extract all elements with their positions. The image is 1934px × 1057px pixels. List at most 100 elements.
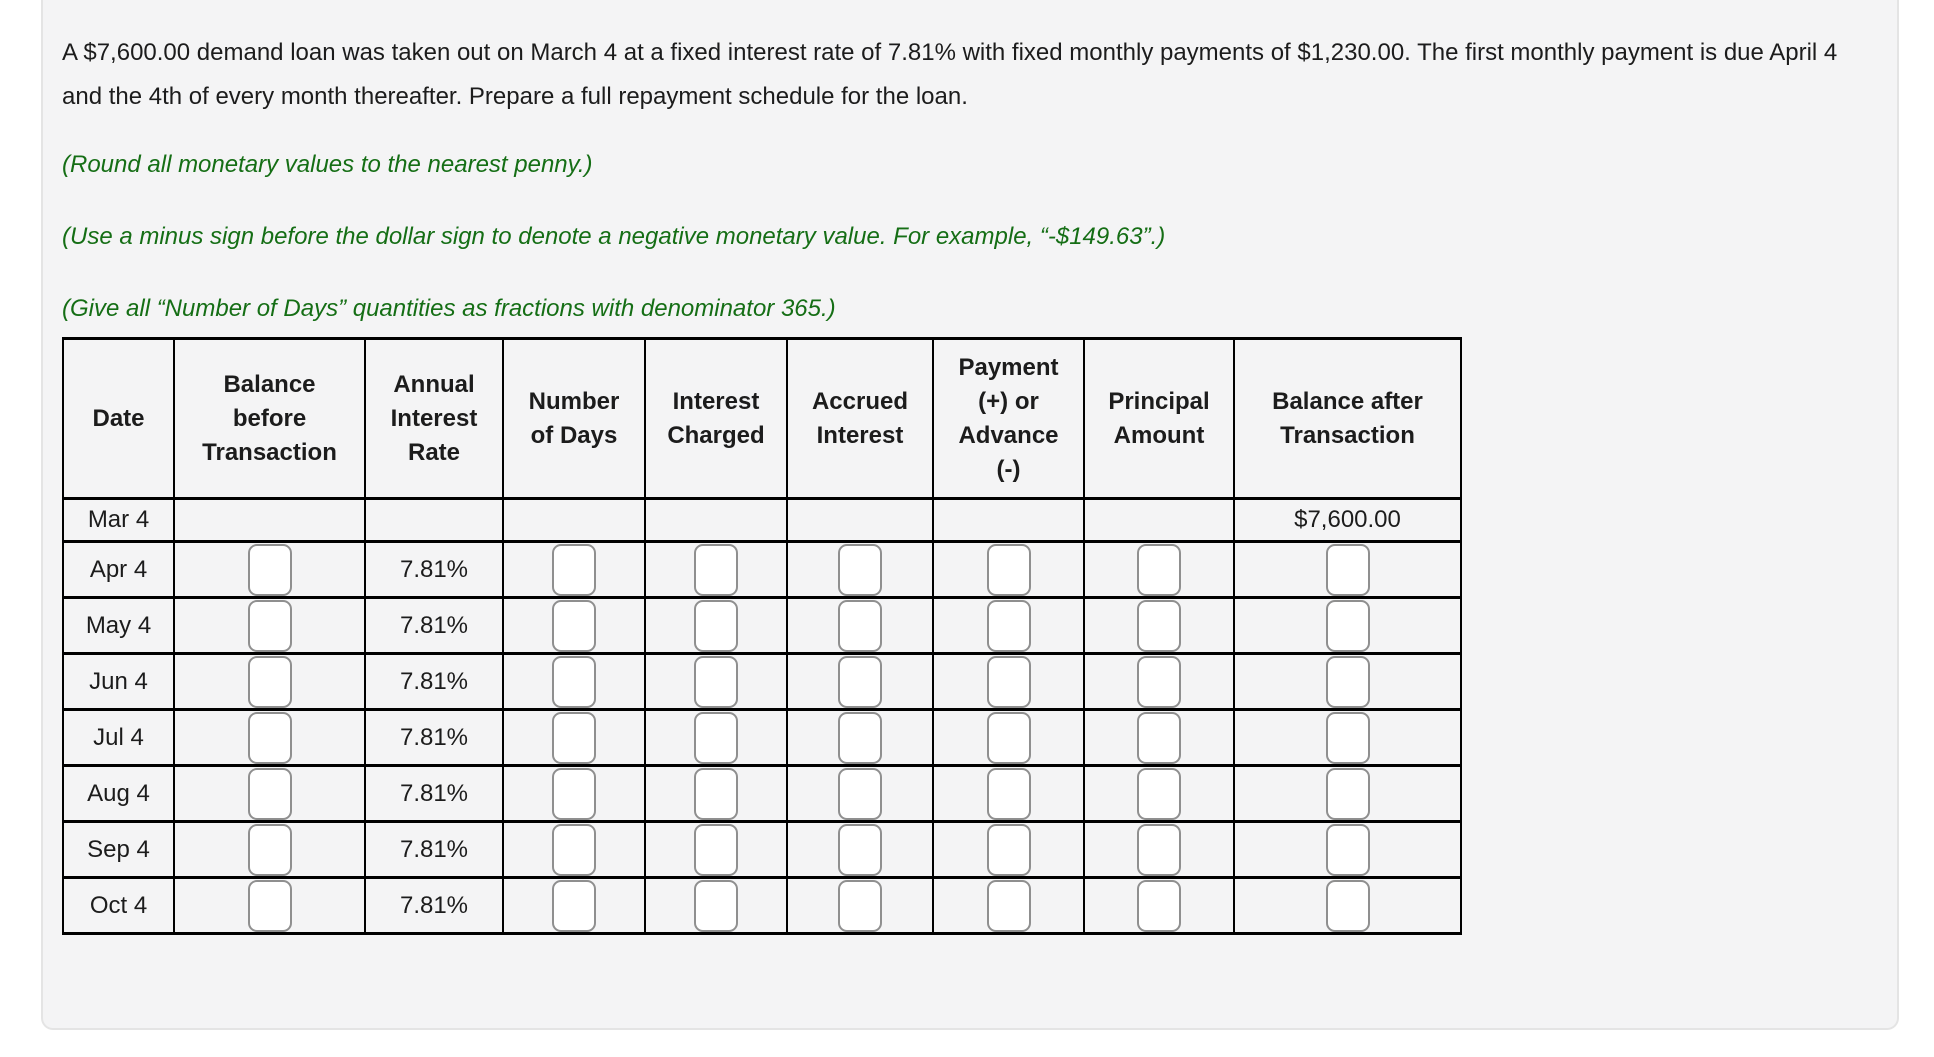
interest-charged-input[interactable] bbox=[694, 823, 738, 876]
number-of-days-input[interactable] bbox=[552, 655, 596, 708]
interest-charged-input[interactable] bbox=[694, 879, 738, 932]
balance-after-input[interactable] bbox=[1325, 823, 1370, 876]
balance-before-cell bbox=[173, 708, 366, 767]
balance-after-cell: $7,600.00 bbox=[1233, 497, 1462, 543]
payment-advance-cell bbox=[932, 652, 1085, 711]
table-row-oct-4: Oct 4 7.81% bbox=[62, 876, 1462, 935]
interest-charged-cell bbox=[644, 876, 788, 935]
balance-before-input[interactable] bbox=[247, 599, 292, 652]
date-cell: Oct 4 bbox=[62, 876, 175, 935]
number-of-days-input[interactable] bbox=[552, 879, 596, 932]
payment-advance-cell bbox=[932, 764, 1085, 823]
principal-amount-input[interactable] bbox=[1137, 711, 1181, 764]
accrued-interest-input[interactable] bbox=[838, 767, 882, 820]
interest-charged-cell bbox=[644, 708, 788, 767]
balance-before-input[interactable] bbox=[247, 543, 292, 596]
payment-advance-input[interactable] bbox=[986, 543, 1031, 596]
accrued-interest-input[interactable] bbox=[838, 823, 882, 876]
balance-before-cell bbox=[173, 764, 366, 823]
interest-charged-input[interactable] bbox=[694, 655, 738, 708]
balance-before-cell bbox=[173, 497, 366, 543]
accrued-interest-input[interactable] bbox=[838, 879, 882, 932]
annual-rate-cell: 7.81% bbox=[364, 820, 504, 879]
principal-amount-cell bbox=[1083, 497, 1235, 543]
balance-before-input[interactable] bbox=[247, 879, 292, 932]
payment-advance-cell bbox=[932, 820, 1085, 879]
annual-rate-cell: 7.81% bbox=[364, 764, 504, 823]
balance-after-input[interactable] bbox=[1325, 767, 1370, 820]
balance-after-input[interactable] bbox=[1325, 655, 1370, 708]
principal-amount-input[interactable] bbox=[1137, 767, 1181, 820]
balance-before-input[interactable] bbox=[247, 655, 292, 708]
number-of-days-cell bbox=[502, 708, 646, 767]
date-cell: Sep 4 bbox=[62, 820, 175, 879]
table-row-may-4: May 4 7.81% bbox=[62, 596, 1462, 655]
balance-after-cell bbox=[1233, 764, 1462, 823]
number-of-days-input[interactable] bbox=[552, 543, 596, 596]
payment-advance-cell bbox=[932, 708, 1085, 767]
payment-advance-input[interactable] bbox=[986, 711, 1031, 764]
balance-before-cell bbox=[173, 876, 366, 935]
accrued-interest-cell bbox=[786, 820, 934, 879]
principal-amount-input[interactable] bbox=[1137, 879, 1181, 932]
table-row-mar-4: Mar 4 $7,600.00 bbox=[62, 497, 1462, 543]
table-row-aug-4: Aug 4 7.81% bbox=[62, 764, 1462, 823]
balance-after-input[interactable] bbox=[1325, 599, 1370, 652]
accrued-interest-input[interactable] bbox=[838, 543, 882, 596]
payment-advance-input[interactable] bbox=[986, 823, 1031, 876]
balance-before-input[interactable] bbox=[247, 711, 292, 764]
interest-charged-input[interactable] bbox=[694, 599, 738, 652]
interest-charged-input[interactable] bbox=[694, 767, 738, 820]
accrued-interest-cell bbox=[786, 652, 934, 711]
number-of-days-cell bbox=[502, 876, 646, 935]
balance-after-input[interactable] bbox=[1325, 879, 1370, 932]
balance-before-cell bbox=[173, 540, 366, 599]
principal-amount-cell bbox=[1083, 540, 1235, 599]
payment-advance-cell bbox=[932, 876, 1085, 935]
number-of-days-input[interactable] bbox=[552, 711, 596, 764]
principal-amount-cell bbox=[1083, 764, 1235, 823]
annual-rate-cell: 7.81% bbox=[364, 540, 504, 599]
interest-charged-cell bbox=[644, 820, 788, 879]
col-header-balance-after: Balance after Transaction bbox=[1233, 337, 1462, 500]
balance-after-cell bbox=[1233, 708, 1462, 767]
payment-advance-input[interactable] bbox=[986, 599, 1031, 652]
number-of-days-cell bbox=[502, 652, 646, 711]
principal-amount-input[interactable] bbox=[1137, 655, 1181, 708]
balance-before-cell bbox=[173, 820, 366, 879]
number-of-days-input[interactable] bbox=[552, 823, 596, 876]
accrued-interest-input[interactable] bbox=[838, 599, 882, 652]
col-header-number-of-days: Number of Days bbox=[502, 337, 646, 500]
payment-advance-input[interactable] bbox=[986, 879, 1031, 932]
number-of-days-input[interactable] bbox=[552, 599, 596, 652]
header-row: Date Balance before Transaction Annual I… bbox=[62, 337, 1462, 500]
principal-amount-input[interactable] bbox=[1137, 599, 1181, 652]
payment-advance-cell bbox=[932, 497, 1085, 543]
principal-amount-input[interactable] bbox=[1137, 823, 1181, 876]
balance-before-input[interactable] bbox=[247, 767, 292, 820]
principal-amount-input[interactable] bbox=[1137, 543, 1181, 596]
annual-rate-cell: 7.81% bbox=[364, 596, 504, 655]
interest-charged-input[interactable] bbox=[694, 543, 738, 596]
accrued-interest-cell bbox=[786, 876, 934, 935]
hint-minus-sign: (Use a minus sign before the dollar sign… bbox=[62, 223, 1166, 250]
accrued-interest-input[interactable] bbox=[838, 711, 882, 764]
payment-advance-input[interactable] bbox=[986, 655, 1031, 708]
payment-advance-input[interactable] bbox=[986, 767, 1031, 820]
table-row-sep-4: Sep 4 7.81% bbox=[62, 820, 1462, 879]
number-of-days-input[interactable] bbox=[552, 767, 596, 820]
number-of-days-cell bbox=[502, 764, 646, 823]
balance-after-input[interactable] bbox=[1325, 543, 1370, 596]
accrued-interest-cell bbox=[786, 764, 934, 823]
annual-rate-cell bbox=[364, 497, 504, 543]
balance-after-input[interactable] bbox=[1325, 711, 1370, 764]
accrued-interest-input[interactable] bbox=[838, 655, 882, 708]
accrued-interest-cell bbox=[786, 596, 934, 655]
col-header-accrued-interest: Accrued Interest bbox=[786, 337, 934, 500]
table-row-jun-4: Jun 4 7.81% bbox=[62, 652, 1462, 711]
balance-after-cell bbox=[1233, 876, 1462, 935]
date-cell: Apr 4 bbox=[62, 540, 175, 599]
balance-before-input[interactable] bbox=[247, 823, 292, 876]
balance-after-cell bbox=[1233, 652, 1462, 711]
interest-charged-input[interactable] bbox=[694, 711, 738, 764]
